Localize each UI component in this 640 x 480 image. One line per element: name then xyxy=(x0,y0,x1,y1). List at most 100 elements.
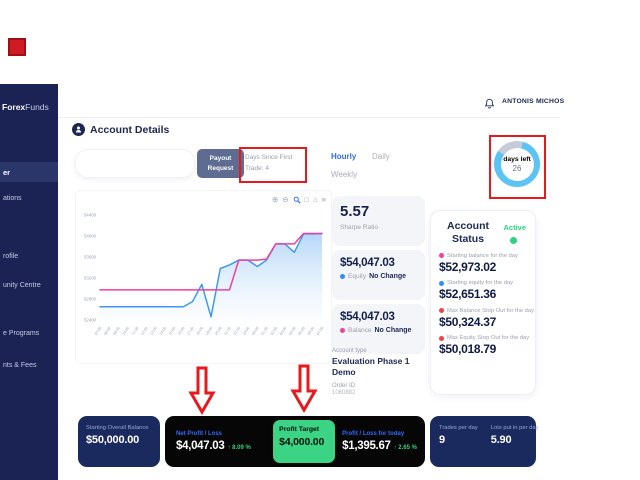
today-profit-change: ↑ 2.65 % xyxy=(393,445,417,451)
svg-text:02:00: 02:00 xyxy=(270,326,278,336)
equity-chart-card: ⊕ ⊖ □ ⌂ ≡ 52400 52800 53200 53600 54000 54400 07:0… xyxy=(75,190,332,364)
page-title: Account Details xyxy=(90,124,170,136)
balance-card: $54,047.03 Balance No Change xyxy=(332,304,425,354)
svg-text:52800: 52800 xyxy=(84,297,97,302)
sidebar-item-community-centre[interactable]: unity Centre xyxy=(3,282,41,289)
days-left-label: days left xyxy=(503,155,531,163)
svg-text:14:00: 14:00 xyxy=(159,326,167,336)
trades-per-day-value: 9 xyxy=(439,434,445,446)
svg-text:52400: 52400 xyxy=(84,318,97,323)
svg-text:16:00: 16:00 xyxy=(177,326,185,336)
chart-toolbar: ⊕ ⊖ □ ⌂ ≡ xyxy=(272,195,326,204)
annotation-square xyxy=(8,38,26,56)
zoom-out-icon[interactable]: ⊖ xyxy=(282,195,289,204)
annotation-arrow-profit-target xyxy=(290,364,318,413)
order-id-label: Order ID xyxy=(332,382,356,389)
status-row: Max Balance Stop Out for the day $50,324.… xyxy=(439,307,535,329)
equity-value: $54,047.03 xyxy=(340,257,395,269)
days-left-value: 26 xyxy=(512,163,522,173)
payout-label-line1: Payout xyxy=(209,154,232,162)
sidebar-item-label: er xyxy=(3,168,11,177)
per-day-card: Trades per day 9 Lots put in per day 5.9… xyxy=(430,416,539,467)
svg-text:21:00: 21:00 xyxy=(223,326,231,336)
today-profit-label: Profit / Loss for today xyxy=(342,431,405,437)
svg-text:53600: 53600 xyxy=(84,255,97,260)
notification-bell-icon[interactable] xyxy=(484,96,495,114)
net-profit-label: Net Profit / Loss xyxy=(176,431,223,437)
account-type-label: Account type xyxy=(332,348,367,354)
svg-text:09:00: 09:00 xyxy=(112,326,120,336)
sidebar-item-evaluations[interactable]: ations xyxy=(3,195,22,202)
svg-text:17:00: 17:00 xyxy=(186,326,194,336)
svg-text:54000: 54000 xyxy=(84,234,97,239)
status-row: Starting balance for the day $52,973.02 xyxy=(439,252,518,274)
equity-dot xyxy=(340,274,345,279)
account-status-title: Account Status xyxy=(447,220,489,246)
payout-label-line2: Request xyxy=(207,164,234,172)
profit-summary-card: Net Profit / Loss $4,047.03 ↑ 8.09 % Pro… xyxy=(165,416,425,467)
svg-text:07:00: 07:00 xyxy=(316,326,324,336)
sharpe-value: 5.57 xyxy=(340,203,370,220)
sharpe-label: Sharpe Ratio xyxy=(340,224,378,231)
lots-per-day-label: Lots put in per day xyxy=(490,425,539,431)
svg-text:00:00: 00:00 xyxy=(251,326,259,336)
balance-value: $54,047.03 xyxy=(340,311,395,323)
tab-weekly[interactable]: Weekly xyxy=(331,170,358,179)
svg-text:19:00: 19:00 xyxy=(205,326,213,336)
home-icon[interactable]: ⌂ xyxy=(313,195,318,204)
equity-change: No Change xyxy=(369,273,407,280)
zoom-in-icon[interactable]: ⊕ xyxy=(271,195,279,204)
sidebar-item-programs[interactable]: e Programs xyxy=(3,330,40,337)
status-active-label: Active xyxy=(503,223,526,232)
menu-icon[interactable]: ≡ xyxy=(321,195,326,204)
balance-change: No Change xyxy=(374,327,412,334)
profit-target-label: Profit Target xyxy=(279,426,320,433)
days-note-line2: Trade: 4 xyxy=(245,165,269,173)
starting-balance-label: Starting Overall Balance xyxy=(86,425,149,431)
account-icon xyxy=(72,123,85,136)
zoom-tool-icon[interactable] xyxy=(293,196,301,204)
equity-label: Equity xyxy=(348,273,367,280)
brand-logo[interactable]: ForexFunds xyxy=(2,102,49,112)
status-row: Starting equity for the day $52,651.36 xyxy=(439,280,514,302)
net-profit-change: ↑ 8.09 % xyxy=(227,445,251,451)
svg-text:12:00: 12:00 xyxy=(140,326,148,336)
svg-text:07:00: 07:00 xyxy=(94,326,102,336)
balance-dot xyxy=(340,328,345,333)
status-row: Max Equity Stop Out for the day $50,018.7… xyxy=(439,335,530,357)
sidebar-item-active[interactable]: er xyxy=(0,162,58,182)
svg-text:05:00: 05:00 xyxy=(297,326,305,336)
today-profit-value: $1,395.67 xyxy=(342,440,391,452)
days-note-line1: Days Since First xyxy=(245,154,293,161)
brand-logo-bold: Forex xyxy=(2,102,26,112)
svg-text:04:00: 04:00 xyxy=(288,326,296,336)
days-left-ring-inner xyxy=(500,147,534,181)
status-active-dot xyxy=(510,237,517,244)
days-since-first-trade: Days Since First Trade: 4 xyxy=(239,147,307,183)
starting-balance-card: Starting Overall Balance $50,000.00 xyxy=(78,416,160,467)
sidebar-item-profile[interactable]: rofile xyxy=(3,253,19,260)
account-status-card: Account Status Active Starting balance f… xyxy=(430,210,536,395)
svg-text:22:00: 22:00 xyxy=(233,326,241,336)
profit-target-value: $4,000.00 xyxy=(279,436,325,448)
svg-text:08:00: 08:00 xyxy=(103,326,111,336)
sharpe-card: 5.57 Sharpe Ratio xyxy=(332,196,425,246)
svg-text:20:00: 20:00 xyxy=(214,326,222,336)
annotation-box-days-left xyxy=(489,135,546,199)
sidebar: ForexFunds er ations rofile unity Centre… xyxy=(0,84,58,480)
tab-daily[interactable]: Daily xyxy=(372,152,390,161)
account-type-value: Evaluation Phase 1 Demo xyxy=(332,356,410,378)
net-profit-value: $4,047.03 xyxy=(176,440,225,452)
tab-hourly[interactable]: Hourly xyxy=(331,152,357,161)
account-selector[interactable] xyxy=(75,149,195,178)
pan-icon[interactable]: □ xyxy=(304,195,310,204)
svg-text:13:00: 13:00 xyxy=(149,326,157,336)
payout-request-button[interactable]: Payout Request xyxy=(197,149,244,178)
svg-text:23:00: 23:00 xyxy=(242,326,250,336)
trades-per-day-label: Trades per day xyxy=(439,425,478,431)
sidebar-item-payments-fees[interactable]: nts & Fees xyxy=(3,362,37,369)
equity-card: $54,047.03 Equity No Change xyxy=(332,250,425,300)
user-name[interactable]: ANTONIS MICHOS xyxy=(502,98,565,105)
